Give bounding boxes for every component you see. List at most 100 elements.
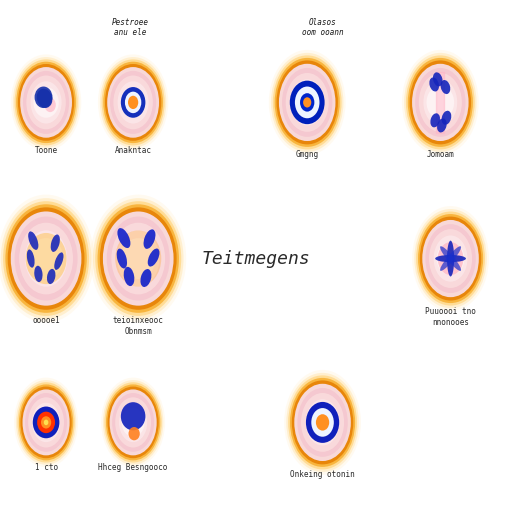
Ellipse shape bbox=[274, 58, 340, 147]
Ellipse shape bbox=[430, 77, 439, 92]
Ellipse shape bbox=[419, 73, 462, 132]
Ellipse shape bbox=[34, 266, 42, 282]
Ellipse shape bbox=[97, 204, 179, 313]
Ellipse shape bbox=[435, 255, 466, 262]
Ellipse shape bbox=[119, 402, 147, 442]
Ellipse shape bbox=[47, 269, 55, 284]
Ellipse shape bbox=[16, 61, 76, 143]
Ellipse shape bbox=[25, 233, 67, 269]
Ellipse shape bbox=[306, 401, 339, 431]
Ellipse shape bbox=[101, 378, 165, 467]
Ellipse shape bbox=[103, 61, 163, 143]
Ellipse shape bbox=[115, 397, 151, 447]
Ellipse shape bbox=[1, 198, 91, 319]
Ellipse shape bbox=[447, 241, 454, 276]
Ellipse shape bbox=[295, 87, 319, 118]
Ellipse shape bbox=[288, 375, 357, 470]
Ellipse shape bbox=[441, 80, 450, 94]
Ellipse shape bbox=[27, 249, 35, 268]
Ellipse shape bbox=[408, 58, 473, 147]
Ellipse shape bbox=[309, 406, 336, 439]
Ellipse shape bbox=[306, 402, 339, 443]
Ellipse shape bbox=[29, 238, 63, 279]
Ellipse shape bbox=[118, 83, 148, 110]
Ellipse shape bbox=[28, 231, 38, 250]
Ellipse shape bbox=[23, 390, 70, 455]
Ellipse shape bbox=[114, 75, 153, 129]
Ellipse shape bbox=[26, 233, 67, 284]
Ellipse shape bbox=[106, 385, 160, 460]
Ellipse shape bbox=[124, 267, 134, 286]
Text: Anakntac: Anakntac bbox=[115, 146, 152, 155]
Ellipse shape bbox=[410, 60, 471, 144]
Ellipse shape bbox=[112, 393, 154, 452]
Ellipse shape bbox=[19, 223, 73, 294]
Ellipse shape bbox=[110, 390, 157, 455]
Ellipse shape bbox=[41, 416, 51, 429]
Ellipse shape bbox=[20, 67, 72, 138]
Ellipse shape bbox=[442, 111, 451, 125]
Ellipse shape bbox=[416, 211, 485, 306]
Ellipse shape bbox=[300, 93, 314, 112]
Ellipse shape bbox=[290, 80, 325, 124]
Ellipse shape bbox=[121, 402, 145, 430]
Ellipse shape bbox=[290, 378, 355, 467]
Text: 1 cto: 1 cto bbox=[34, 463, 58, 473]
Ellipse shape bbox=[433, 72, 442, 87]
Text: Teitmegens: Teitmegens bbox=[202, 249, 310, 268]
Ellipse shape bbox=[121, 87, 145, 118]
Ellipse shape bbox=[34, 408, 57, 437]
Ellipse shape bbox=[100, 207, 177, 310]
Ellipse shape bbox=[148, 248, 159, 267]
Ellipse shape bbox=[269, 50, 346, 155]
Ellipse shape bbox=[412, 206, 489, 311]
Ellipse shape bbox=[423, 81, 457, 111]
Ellipse shape bbox=[434, 236, 467, 282]
Ellipse shape bbox=[128, 96, 138, 109]
Ellipse shape bbox=[121, 238, 156, 279]
Ellipse shape bbox=[140, 269, 152, 287]
Text: Toone: Toone bbox=[34, 146, 58, 155]
Ellipse shape bbox=[415, 68, 465, 137]
Ellipse shape bbox=[418, 214, 483, 303]
Ellipse shape bbox=[11, 211, 81, 306]
Ellipse shape bbox=[44, 420, 48, 425]
Ellipse shape bbox=[98, 54, 168, 151]
Ellipse shape bbox=[117, 233, 159, 269]
Ellipse shape bbox=[402, 50, 479, 155]
Ellipse shape bbox=[104, 382, 162, 462]
Ellipse shape bbox=[440, 246, 461, 271]
Ellipse shape bbox=[16, 380, 76, 465]
Ellipse shape bbox=[95, 201, 181, 316]
Ellipse shape bbox=[37, 412, 55, 433]
Ellipse shape bbox=[420, 217, 481, 301]
Text: ooooe1: ooooe1 bbox=[32, 316, 60, 336]
Ellipse shape bbox=[0, 195, 94, 323]
Ellipse shape bbox=[112, 223, 165, 294]
Ellipse shape bbox=[303, 97, 311, 108]
Ellipse shape bbox=[434, 238, 467, 267]
Ellipse shape bbox=[316, 414, 329, 431]
Ellipse shape bbox=[34, 87, 52, 108]
Ellipse shape bbox=[426, 86, 454, 119]
Ellipse shape bbox=[105, 64, 161, 141]
Ellipse shape bbox=[286, 73, 329, 132]
Ellipse shape bbox=[19, 385, 73, 460]
Ellipse shape bbox=[279, 64, 335, 141]
Ellipse shape bbox=[108, 387, 159, 458]
Ellipse shape bbox=[119, 404, 147, 430]
Ellipse shape bbox=[297, 388, 348, 457]
Ellipse shape bbox=[311, 408, 334, 437]
Ellipse shape bbox=[107, 67, 159, 138]
Text: Pestroee
anu ele: Pestroee anu ele bbox=[112, 18, 149, 37]
Ellipse shape bbox=[13, 57, 79, 147]
Ellipse shape bbox=[14, 378, 78, 467]
Ellipse shape bbox=[440, 246, 461, 271]
Text: Olasos
oom ooann: Olasos oom ooann bbox=[302, 18, 344, 37]
Ellipse shape bbox=[293, 86, 321, 119]
Ellipse shape bbox=[20, 387, 72, 458]
Ellipse shape bbox=[118, 81, 148, 123]
Ellipse shape bbox=[429, 229, 472, 288]
Ellipse shape bbox=[404, 53, 477, 152]
Ellipse shape bbox=[406, 55, 475, 150]
